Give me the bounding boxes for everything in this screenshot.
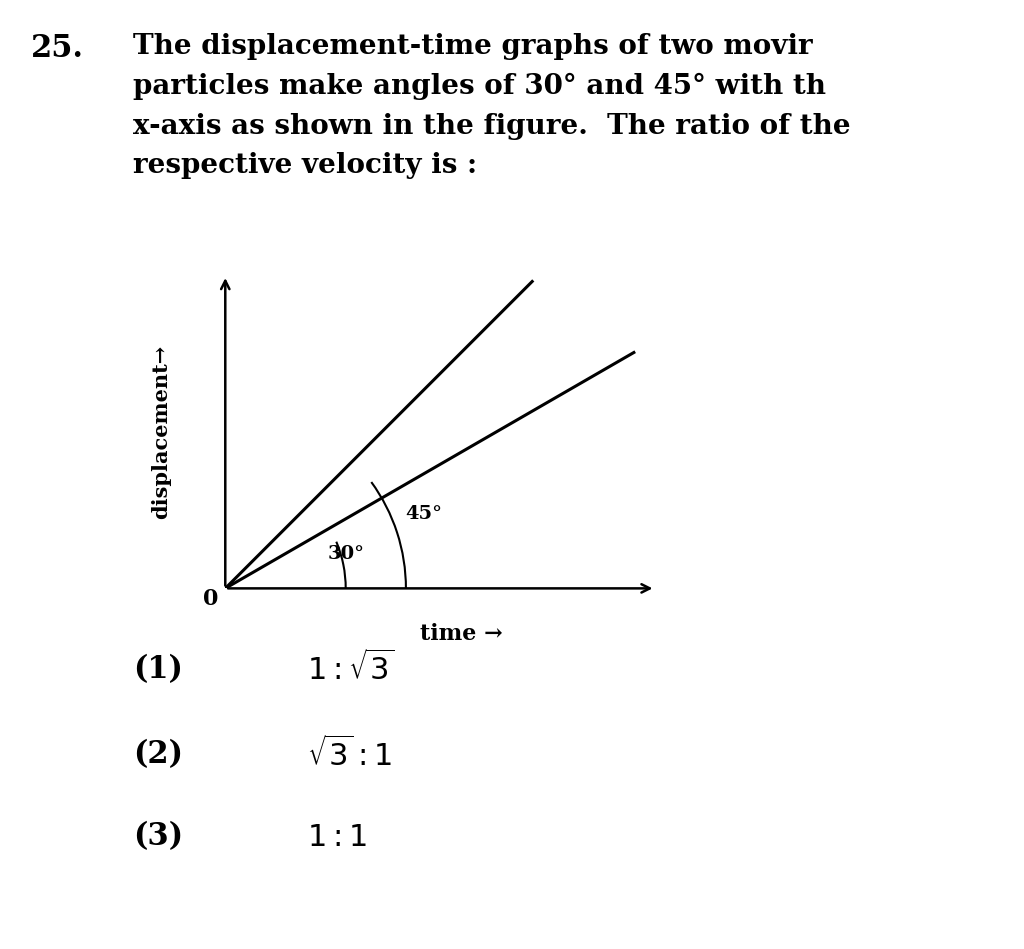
Text: 45°: 45° — [406, 506, 442, 524]
Text: (2): (2) — [133, 739, 183, 770]
Text: 25.: 25. — [31, 33, 84, 65]
Text: 0: 0 — [203, 588, 218, 610]
Text: $1 : \sqrt{3}$: $1 : \sqrt{3}$ — [307, 651, 395, 687]
Text: $1 : 1$: $1 : 1$ — [307, 822, 368, 852]
Text: time →: time → — [421, 623, 503, 644]
Text: displacement→: displacement→ — [151, 344, 171, 519]
Text: (3): (3) — [133, 822, 183, 852]
Text: (1): (1) — [133, 654, 183, 684]
Text: The displacement-time graphs of two movir
particles make angles of 30° and 45° w: The displacement-time graphs of two movi… — [133, 33, 851, 179]
Text: $\sqrt{3} : 1$: $\sqrt{3} : 1$ — [307, 736, 392, 772]
Text: 30°: 30° — [328, 545, 365, 563]
